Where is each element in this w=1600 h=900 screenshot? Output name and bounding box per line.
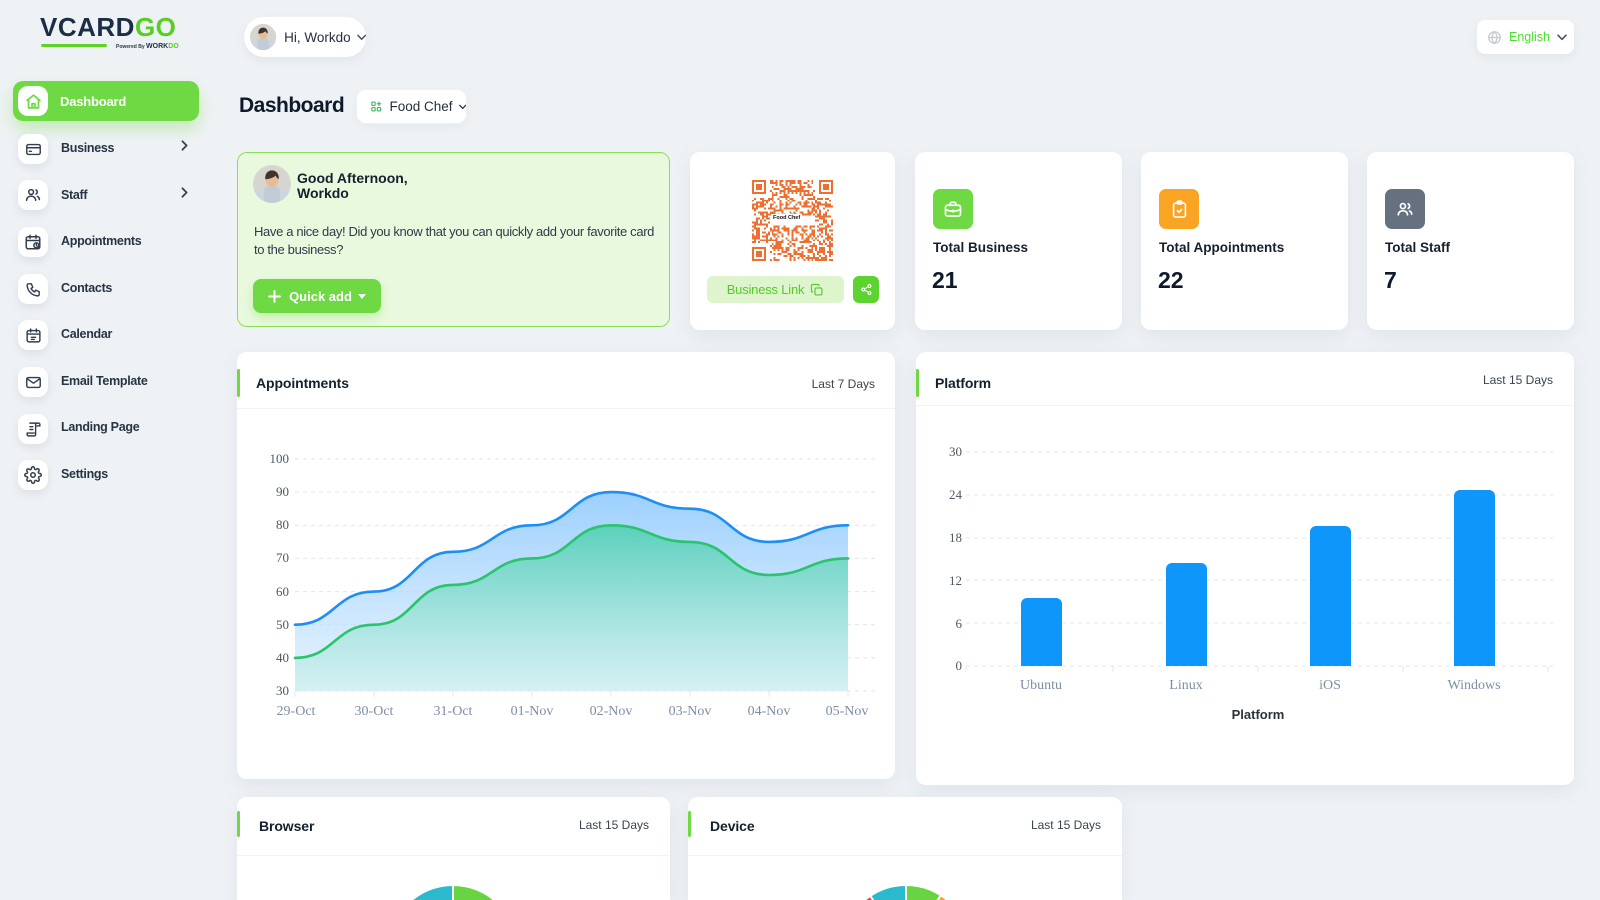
svg-text:12: 12 bbox=[949, 573, 962, 588]
svg-text:70: 70 bbox=[276, 550, 289, 565]
svg-text:80: 80 bbox=[276, 517, 289, 532]
svg-text:03-Nov: 03-Nov bbox=[669, 704, 712, 719]
svg-text:29-Oct: 29-Oct bbox=[277, 704, 316, 719]
svg-text:0: 0 bbox=[956, 658, 963, 673]
svg-text:Linux: Linux bbox=[1169, 678, 1202, 693]
svg-text:90: 90 bbox=[276, 484, 289, 499]
svg-text:01-Nov: 01-Nov bbox=[511, 704, 554, 719]
svg-text:Ubuntu: Ubuntu bbox=[1020, 678, 1062, 693]
svg-text:24: 24 bbox=[949, 487, 963, 502]
svg-text:100: 100 bbox=[270, 451, 290, 466]
svg-text:iOS: iOS bbox=[1319, 678, 1341, 693]
svg-text:30-Oct: 30-Oct bbox=[355, 704, 394, 719]
svg-text:60: 60 bbox=[276, 584, 289, 599]
svg-text:02-Nov: 02-Nov bbox=[590, 704, 633, 719]
svg-text:50: 50 bbox=[276, 617, 289, 632]
svg-text:30: 30 bbox=[276, 683, 289, 698]
svg-text:6: 6 bbox=[956, 616, 963, 631]
svg-text:04-Nov: 04-Nov bbox=[748, 704, 791, 719]
svg-text:05-Nov: 05-Nov bbox=[826, 704, 869, 719]
svg-text:40: 40 bbox=[276, 650, 289, 665]
svg-text:Platform: Platform bbox=[1232, 707, 1285, 722]
svg-text:18: 18 bbox=[949, 530, 962, 545]
svg-text:31-Oct: 31-Oct bbox=[434, 704, 473, 719]
svg-text:30: 30 bbox=[949, 444, 962, 459]
svg-text:Windows: Windows bbox=[1447, 678, 1500, 693]
